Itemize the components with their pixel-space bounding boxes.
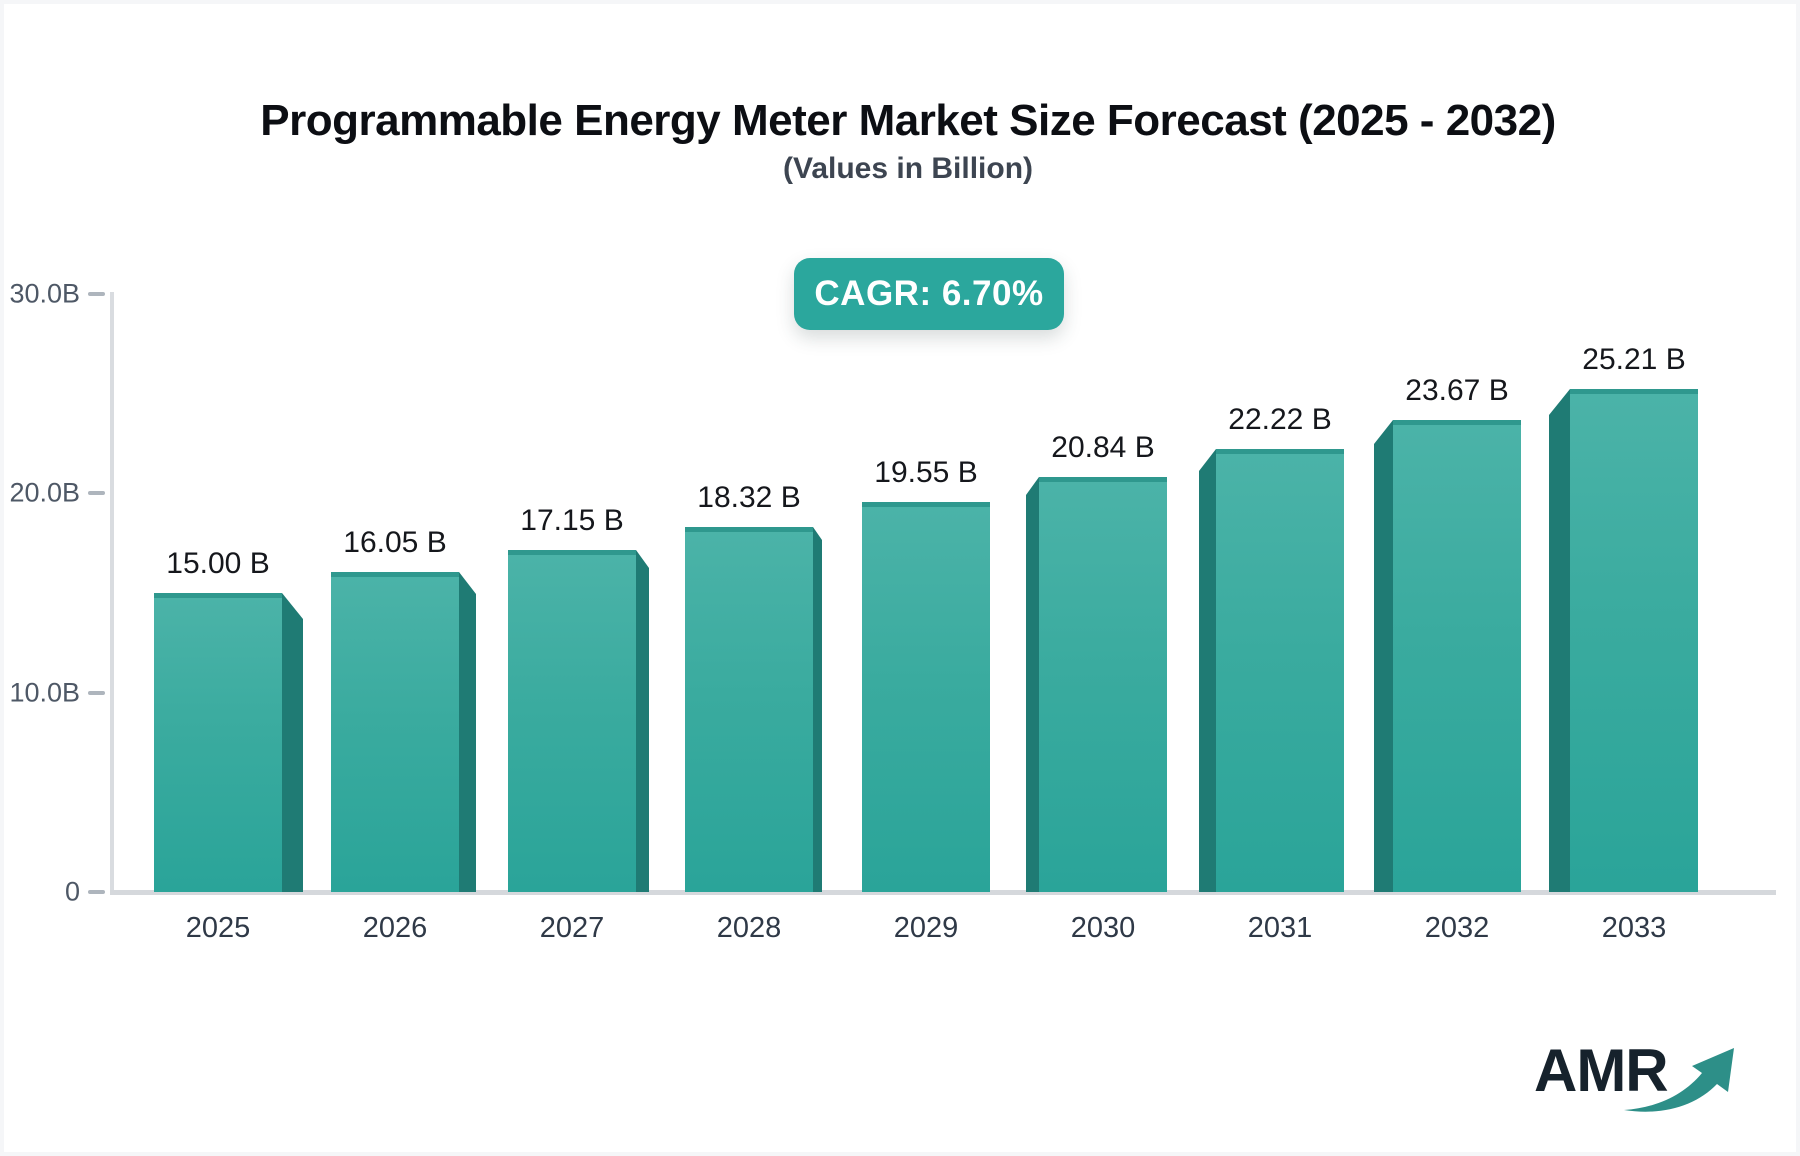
x-tick-label-2032: 2032 [1424, 912, 1490, 944]
bar-2028 [685, 527, 813, 892]
amr-logo: AMR [1534, 1034, 1734, 1124]
bar-2030 [1039, 477, 1167, 892]
y-axis-line [110, 292, 114, 892]
y-tick-label: 0 [64, 876, 80, 907]
bar-3d-side-2030 [1026, 477, 1039, 892]
bar-value-label-2030: 20.84 B [1051, 431, 1155, 464]
x-tick-label-2026: 2026 [362, 912, 428, 944]
cagr-badge: CAGR: 6.70% [794, 258, 1064, 330]
bar-value-label-2027: 17.15 B [520, 504, 624, 537]
bar-2025 [154, 593, 282, 892]
x-tick-label-2029: 2029 [893, 912, 959, 944]
bar-2026 [331, 572, 459, 892]
bar-2031 [1216, 449, 1344, 892]
x-tick-label-2033: 2033 [1601, 912, 1667, 944]
bar-value-label-2032: 23.67 B [1405, 374, 1509, 407]
bar-3d-side-2027 [636, 550, 649, 892]
bar-3d-side-2032 [1374, 420, 1393, 892]
x-tick-label-2025: 2025 [185, 912, 251, 944]
bar-value-label-2026: 16.05 B [343, 526, 447, 559]
bar-value-label-2028: 18.32 B [697, 481, 801, 514]
y-tick-mark [88, 491, 105, 496]
y-tick-label: 30.0B [9, 278, 80, 309]
bar-value-label-2033: 25.21 B [1582, 343, 1686, 376]
bar-3d-side-2026 [459, 572, 476, 892]
x-tick-label-2030: 2030 [1070, 912, 1136, 944]
y-tick-label: 20.0B [9, 477, 80, 508]
y-tick-mark [88, 292, 105, 296]
x-tick-label-2027: 2027 [539, 912, 605, 944]
bar-2029 [862, 502, 990, 892]
x-axis-baseline [110, 890, 1776, 895]
bar-3d-side-2031 [1199, 449, 1216, 892]
bar-value-label-2025: 15.00 B [166, 547, 270, 580]
y-tick-label: 10.0B [9, 677, 80, 708]
bar-3d-side-2033 [1549, 389, 1570, 892]
bar-value-label-2029: 19.55 B [874, 456, 978, 489]
bar-2032 [1393, 420, 1521, 892]
growth-arrow-icon [1624, 1048, 1734, 1112]
bar-value-label-2031: 22.22 B [1228, 403, 1332, 436]
bar-2027 [508, 550, 636, 892]
bar-3d-side-2025 [282, 593, 303, 892]
y-tick-mark [88, 690, 105, 695]
bar-3d-side-2028 [813, 527, 822, 892]
chart-subtitle: (Values in Billion) [782, 152, 1034, 185]
chart-title: Programmable Energy Meter Market Size Fo… [260, 96, 1556, 145]
amr-logo-text: AMR [1534, 1037, 1669, 1104]
x-tick-label-2028: 2028 [716, 912, 782, 944]
x-tick-label-2031: 2031 [1247, 912, 1313, 944]
y-tick-mark [88, 890, 105, 894]
bar-2033 [1570, 389, 1698, 892]
